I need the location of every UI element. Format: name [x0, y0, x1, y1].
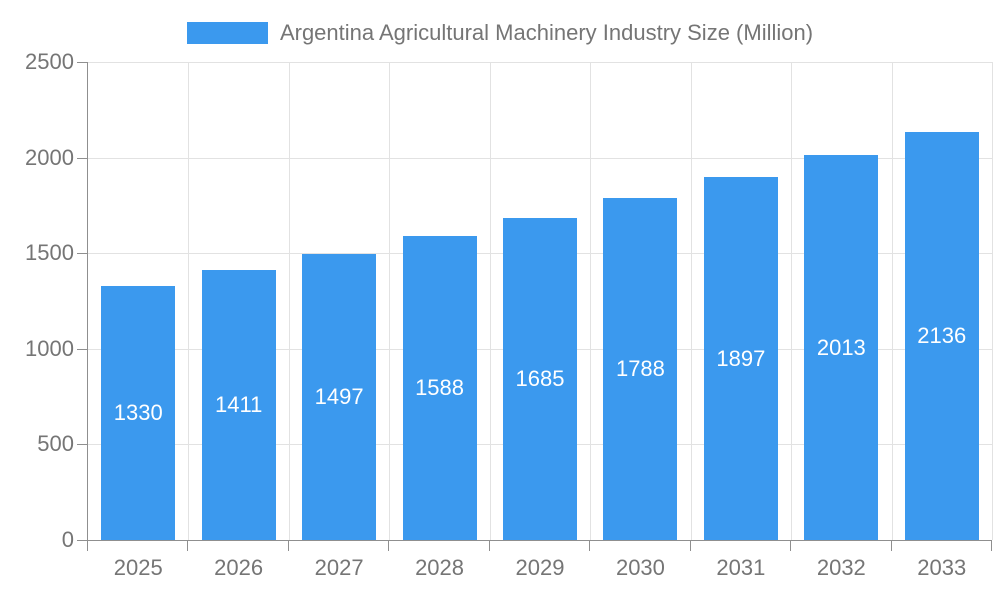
x-axis-label: 2030 — [615, 555, 665, 580]
bar-2033 — [904, 131, 979, 540]
bar-value-label: 1897 — [716, 345, 766, 371]
y-axis-tick — [77, 253, 88, 255]
gridline-horizontal — [88, 62, 992, 63]
bar-2029 — [503, 217, 577, 540]
bar-2032 — [804, 155, 879, 540]
legend-swatch — [186, 22, 268, 44]
bar-value-label: 1788 — [615, 356, 665, 382]
gridline-vertical — [389, 62, 391, 540]
bar-2025 — [101, 285, 176, 540]
bar-value-label: 1330 — [113, 399, 163, 425]
bar-2030 — [603, 198, 678, 540]
x-axis-label: 2033 — [917, 555, 967, 580]
bar-value-label: 1497 — [314, 383, 364, 409]
y-axis-tick — [77, 157, 88, 159]
x-axis-tick — [187, 540, 189, 551]
x-axis-tick — [388, 540, 390, 551]
gridline-vertical — [489, 62, 491, 540]
y-axis-label: 500 — [37, 431, 74, 457]
gridline-vertical — [791, 62, 793, 540]
bar-value-label: 1685 — [515, 365, 565, 391]
x-axis-label: 2032 — [816, 555, 866, 580]
x-axis-label: 2031 — [716, 555, 766, 580]
x-axis-tick — [488, 540, 490, 551]
y-axis-label: 2500 — [25, 49, 74, 74]
gridline-vertical — [288, 62, 290, 540]
x-axis-label: 2028 — [415, 555, 465, 580]
x-axis-label: 2026 — [214, 555, 264, 580]
x-axis-tick — [87, 540, 88, 551]
x-axis-label: 2027 — [314, 555, 364, 580]
bar-value-label: 1411 — [215, 392, 263, 418]
gridline-vertical — [891, 62, 893, 540]
x-axis-tick — [589, 540, 591, 551]
gridline-vertical — [690, 62, 692, 540]
y-axis-tick — [77, 540, 88, 541]
y-axis-tick — [77, 348, 88, 350]
y-axis-label: 1500 — [25, 240, 74, 266]
bar-2027 — [302, 253, 377, 540]
plot-area: 0 500 1000 1500 2000 2500 1330 2025 1411 2026 1497… — [25, 49, 993, 580]
x-axis-tick — [991, 540, 992, 551]
gridline-vertical — [188, 62, 190, 540]
x-axis-label: 2025 — [113, 555, 163, 580]
y-axis-label: 2000 — [25, 144, 74, 170]
gridline-vertical — [590, 62, 592, 540]
y-axis-tick — [77, 444, 88, 446]
gridline-vertical — [992, 62, 993, 540]
bar-value-label: 1588 — [415, 375, 465, 401]
x-axis-tick — [287, 540, 289, 551]
x-axis-tick — [890, 540, 892, 551]
x-axis-tick — [689, 540, 691, 551]
bar-2031 — [703, 177, 778, 540]
y-axis-tick — [77, 62, 88, 63]
legend[interactable]: Argentina Agricultural Machinery Industr… — [0, 20, 1000, 46]
bar-2026 — [201, 270, 276, 540]
y-axis-label: 0 — [61, 527, 74, 552]
y-axis-label: 1000 — [25, 335, 74, 361]
x-axis-tick — [790, 540, 792, 551]
gridline-horizontal — [88, 157, 992, 159]
x-axis-label: 2029 — [515, 555, 565, 580]
bar-2028 — [402, 236, 477, 540]
bar-value-label: 2013 — [816, 334, 866, 360]
bar-value-label: 2136 — [917, 322, 967, 348]
legend-label: Argentina Agricultural Machinery Industr… — [279, 20, 814, 45]
